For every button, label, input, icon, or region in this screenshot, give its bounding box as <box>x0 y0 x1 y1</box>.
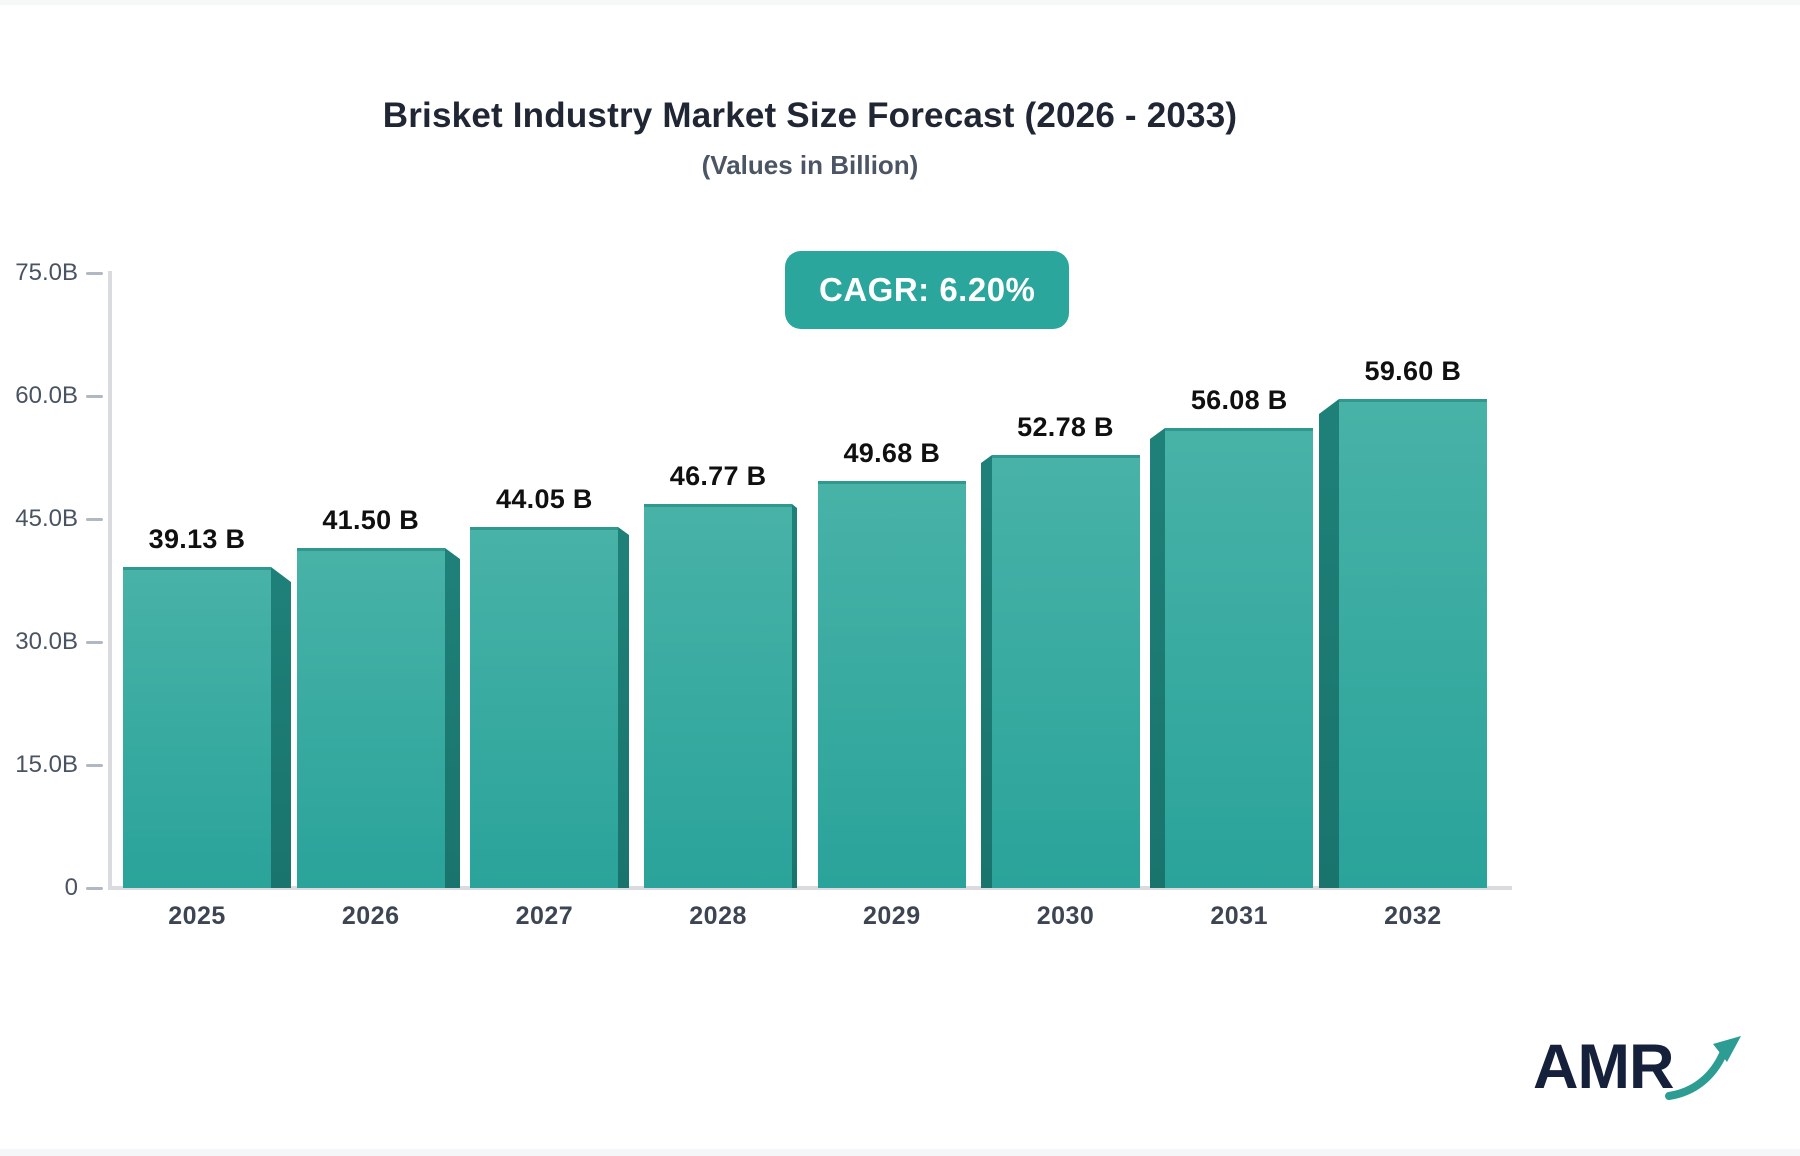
y-axis-line <box>108 271 112 888</box>
top-border-strip <box>0 0 1800 5</box>
bar-side-3d-2027 <box>618 527 629 888</box>
bar-value-label-2026: 41.50 B <box>322 505 420 535</box>
bar-side-3d-2026 <box>445 548 460 888</box>
amr-logo-text: AMR <box>1533 1032 1674 1102</box>
bar-2027 <box>470 527 618 888</box>
bar-2028 <box>644 504 792 888</box>
bar-side-3d-2028 <box>792 504 797 888</box>
y-axis-label-45.0B: 45.0B <box>15 505 78 532</box>
bar-2026 <box>297 548 445 888</box>
bar-value-label-2027: 44.05 B <box>496 484 593 514</box>
y-axis-label-15.0B: 15.0B <box>15 751 78 778</box>
x-axis-label-2026: 2026 <box>341 902 400 930</box>
amr-logo: AMR <box>1533 1036 1747 1104</box>
chart-subtitle: (Values in Billion) <box>701 150 919 180</box>
y-axis-tick <box>86 764 103 767</box>
x-axis-label-2027: 2027 <box>515 902 574 930</box>
y-axis-tick <box>86 272 103 275</box>
x-axis-label-2030: 2030 <box>1036 902 1095 930</box>
bar-value-label-2028: 46.77 B <box>669 461 767 491</box>
bar-2025 <box>123 567 271 888</box>
chart-title: Brisket Industry Market Size Forecast (2… <box>382 96 1238 135</box>
bar-value-label-2025: 39.13 B <box>148 524 246 554</box>
y-axis-label-75.0B: 75.0B <box>15 259 78 286</box>
x-axis-label-2028: 2028 <box>689 902 747 930</box>
x-axis-label-2025: 2025 <box>168 902 226 930</box>
y-axis-label-0: 0 <box>64 874 78 901</box>
y-axis-label-30.0B: 30.0B <box>15 628 78 655</box>
x-axis-label-2032: 2032 <box>1384 902 1442 930</box>
y-axis-tick <box>86 518 103 521</box>
cagr-badge: CAGR: 6.20% <box>785 251 1070 329</box>
y-axis-tick <box>86 395 103 398</box>
y-axis-label-60.0B: 60.0B <box>15 382 78 409</box>
bottom-border-strip <box>0 1149 1800 1156</box>
bar-value-label-2032: 59.60 B <box>1364 356 1462 386</box>
bar-2032 <box>1339 399 1487 888</box>
y-axis-tick <box>86 887 103 890</box>
bar-value-label-2031: 56.08 B <box>1190 385 1288 415</box>
bar-2029 <box>818 481 966 888</box>
growth-arrow-icon <box>1665 1036 1742 1100</box>
y-axis-tick <box>86 641 103 644</box>
bar-side-3d-2025 <box>271 567 291 888</box>
x-axis-label-2031: 2031 <box>1210 902 1268 930</box>
bar-2030 <box>992 455 1140 888</box>
bar-2031 <box>1165 428 1313 888</box>
bar-value-label-2030: 52.78 B <box>1017 412 1114 442</box>
bar-value-label-2029: 49.68 B <box>843 438 941 468</box>
bar-side-3d-2030 <box>981 455 992 888</box>
bar-side-3d-2032 <box>1319 399 1339 888</box>
x-axis-label-2029: 2029 <box>862 902 921 930</box>
x-axis-line <box>108 886 1512 890</box>
bar-side-3d-2031 <box>1150 428 1165 888</box>
